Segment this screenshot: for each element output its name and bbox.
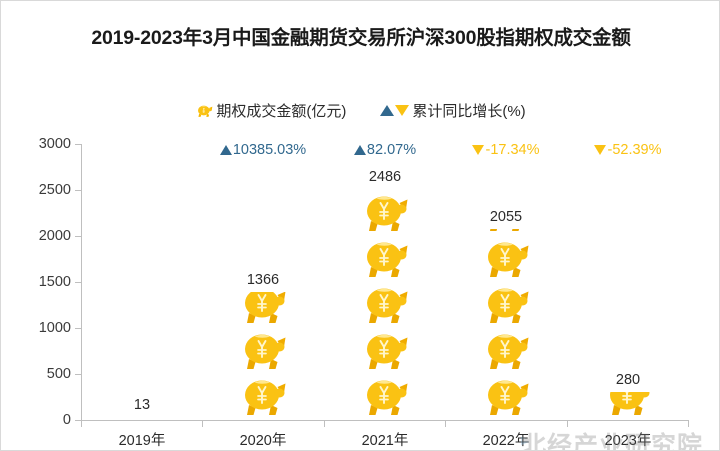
triangle-up-icon	[219, 145, 232, 155]
y-tick-mark-3000	[75, 144, 81, 145]
bar-value-label-2021年: 2486	[368, 169, 402, 186]
growth-value-2023: -52.39%	[607, 142, 662, 158]
y-tick-label-3000: 3000	[38, 136, 71, 152]
growth-label-2022: -17.34%	[426, 142, 586, 158]
y-tick-label-1000: 1000	[38, 320, 71, 336]
legend-item-amount[interactable]: 期权成交金额(亿元)	[196, 100, 346, 121]
growth-value-2022: -17.34%	[485, 142, 540, 158]
x-tick-label-2020: 2020年	[239, 433, 287, 449]
legend-item-growth[interactable]: 累计同比增长(%)	[380, 100, 526, 121]
piggy-bank-icon	[605, 392, 651, 418]
piggy-bank-icon	[483, 372, 529, 418]
triangle-up-down-icon	[380, 105, 410, 116]
legend-label-growth: 累计同比增长(%)	[412, 103, 526, 120]
piggy-bank-icon	[483, 234, 529, 280]
x-tick-label-2023: 2023年	[604, 433, 652, 449]
x-tick-label-2021: 2021年	[361, 433, 409, 449]
piggy-bank-icon	[240, 292, 286, 326]
y-tick-mark-2000	[75, 236, 81, 237]
bar-value-label-2019年: 13	[133, 396, 151, 413]
x-tick-mark-3	[445, 420, 446, 427]
piggy-bank-icon	[362, 189, 408, 234]
x-tick-mark-1	[202, 420, 203, 427]
y-axis-line	[81, 144, 82, 420]
piggy-bank-icon	[196, 103, 213, 118]
growth-label-2021: 82.07%	[305, 142, 465, 158]
piggy-bank-icon	[362, 372, 408, 418]
growth-value-2021: 82.07%	[366, 142, 417, 158]
bar-value-label-2020年: 1366	[246, 272, 280, 289]
bar-2021年[interactable]	[325, 189, 445, 418]
chart-legend: 期权成交金额(亿元) 累计同比增长(%)	[1, 100, 720, 121]
piggy-bank-icon	[362, 326, 408, 372]
piggy-bank-icon	[483, 228, 529, 234]
x-tick-mark-5	[688, 420, 689, 427]
x-axis-line	[81, 420, 689, 421]
triangle-down-icon	[395, 105, 410, 116]
x-tick-mark-4	[567, 420, 568, 427]
y-tick-label-0: 0	[62, 412, 71, 428]
growth-label-2023: -52.39%	[548, 142, 708, 158]
growth-label-2020: 10385.03%	[183, 142, 343, 158]
bar-2020年[interactable]	[203, 292, 323, 418]
legend-label-amount: 期权成交金额(亿元)	[216, 103, 347, 120]
x-tick-mark-0	[81, 420, 82, 427]
bar-value-label-2023年: 280	[615, 372, 641, 389]
y-tick-label-2000: 2000	[38, 228, 71, 244]
y-tick-label-2500: 2500	[38, 182, 71, 198]
y-tick-label-1500: 1500	[38, 274, 71, 290]
piggy-bank-icon	[240, 372, 286, 418]
bar-2019年[interactable]	[82, 417, 202, 418]
growth-value-2020: 10385.03%	[232, 142, 307, 158]
bar-value-label-2022年: 2055	[489, 208, 523, 225]
piggy-bank-icon	[240, 326, 286, 372]
piggy-bank-icon	[362, 234, 408, 280]
triangle-up-icon	[353, 145, 366, 155]
y-tick-label-500: 500	[46, 366, 71, 382]
chart-title: 2019-2023年3月中国金融期货交易所沪深300股指期权成交金额	[91, 27, 631, 49]
x-tick-label-2022: 2022年	[482, 433, 530, 449]
y-tick-mark-2500	[75, 190, 81, 191]
y-tick-mark-500	[75, 374, 81, 375]
bar-2022年[interactable]	[446, 228, 566, 418]
triangle-down-icon	[472, 145, 485, 155]
bar-2023年[interactable]	[568, 392, 688, 418]
x-tick-label-2019: 2019年	[118, 433, 166, 449]
piggy-bank-icon	[483, 280, 529, 326]
x-tick-mark-2	[324, 420, 325, 427]
triangle-up-icon	[380, 105, 395, 116]
triangle-down-icon	[594, 145, 607, 155]
y-tick-mark-1500	[75, 282, 81, 283]
y-tick-mark-1000	[75, 328, 81, 329]
piggy-bank-icon	[119, 417, 165, 418]
piggy-bank-icon	[362, 280, 408, 326]
piggy-bank-icon	[483, 326, 529, 372]
y-tick-mark-0	[75, 420, 81, 421]
